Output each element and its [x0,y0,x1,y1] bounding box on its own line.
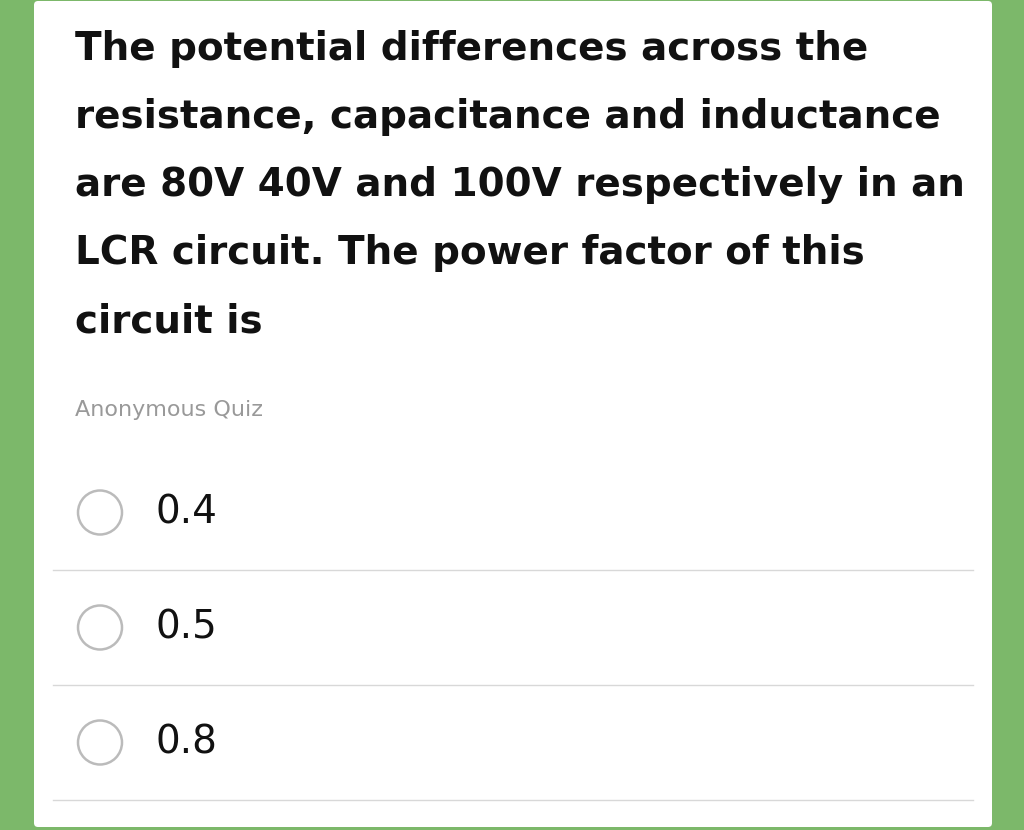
Text: circuit is: circuit is [75,302,262,340]
Text: Anonymous Quiz: Anonymous Quiz [75,400,263,420]
Text: 0.5: 0.5 [155,608,217,647]
Text: 0.4: 0.4 [155,494,217,531]
Circle shape [78,606,122,650]
Text: are 80V 40V and 100V respectively in an: are 80V 40V and 100V respectively in an [75,166,965,204]
Text: LCR circuit. The power factor of this: LCR circuit. The power factor of this [75,234,864,272]
Circle shape [78,720,122,764]
FancyBboxPatch shape [34,1,992,827]
Text: resistance, capacitance and inductance: resistance, capacitance and inductance [75,98,941,136]
Circle shape [78,491,122,535]
Text: 0.8: 0.8 [155,724,217,761]
Text: The potential differences across the: The potential differences across the [75,30,868,68]
